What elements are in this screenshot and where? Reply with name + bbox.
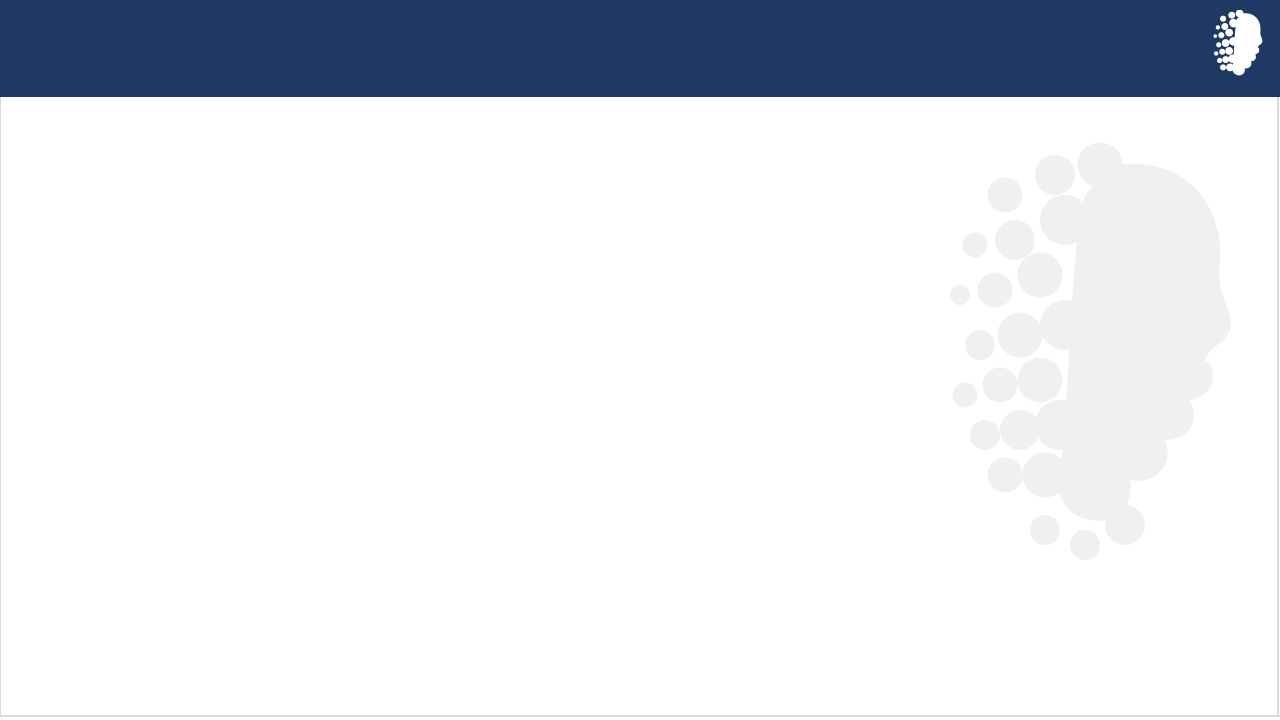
logo-text	[1195, 49, 1206, 51]
logo	[1195, 8, 1264, 92]
left-border	[0, 97, 1, 717]
logo-face-icon	[1213, 10, 1263, 76]
bottom-rule	[0, 715, 1280, 717]
header	[0, 0, 1280, 97]
chart-plot-area	[0, 97, 1280, 717]
right-border	[1277, 97, 1279, 717]
